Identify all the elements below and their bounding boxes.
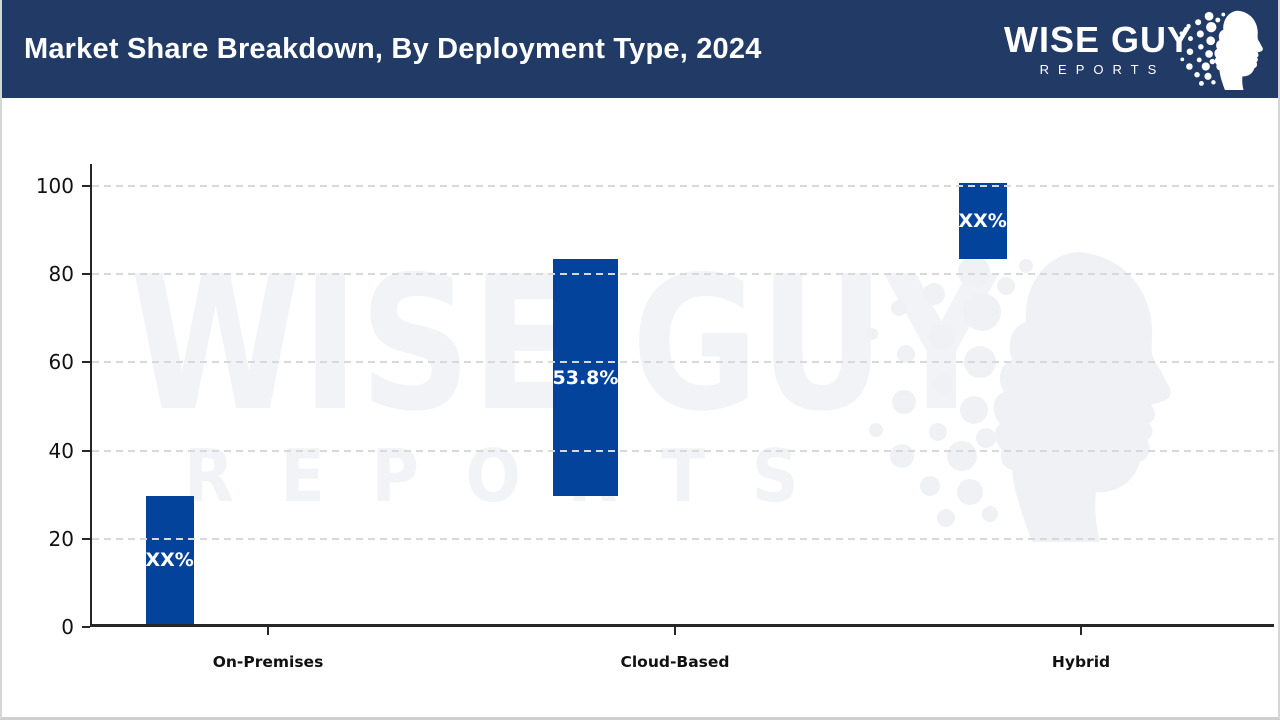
y-axis-tick-label: 0 (61, 615, 74, 639)
y-axis-tick-label: 60 (48, 350, 74, 375)
logo-head-icon (1176, 8, 1264, 90)
gridline (92, 449, 1274, 452)
x-category-label: Cloud-Based (620, 653, 730, 671)
x-category-label: On-Premises (212, 653, 324, 671)
gridline (92, 361, 1274, 364)
x-axis-tick (674, 627, 676, 635)
gridline (92, 537, 1274, 540)
logo-wordmark: WISE GUY (1003, 18, 1192, 60)
x-axis-tick (267, 627, 269, 635)
y-axis-tick (82, 273, 90, 276)
bar-segment: XX% (958, 183, 1007, 259)
bar-segment: 53.8% (552, 258, 619, 497)
plot-area: 0 20 40 60 80 100 XX% On-Premises 53.8% Cloud-Bas… (36, 164, 1274, 671)
x-axis-tick (1080, 627, 1082, 635)
bar-value-label: XX% (145, 549, 194, 572)
y-axis-tick (82, 626, 90, 628)
y-axis-tick-label: 40 (48, 438, 74, 463)
y-axis-tick-label: 100 (35, 174, 74, 199)
watermark-subtitle: REPORTS (184, 434, 846, 518)
y-axis-tick (82, 185, 90, 188)
chart-title: Market Share Breakdown, By Deployment Ty… (24, 32, 762, 65)
x-category-label: Hybrid (1051, 653, 1111, 671)
gridline (92, 273, 1274, 276)
y-axis-tick (82, 537, 90, 540)
bar-value-label: XX% (958, 209, 1007, 232)
y-axis-tick (82, 361, 90, 364)
bar-value-label: 53.8% (552, 366, 619, 389)
header-bar: Market Share Breakdown, By Deployment Ty… (2, 0, 1278, 98)
y-axis-tick (82, 449, 90, 452)
y-axis-tick-label: 20 (48, 526, 74, 551)
wise-guy-logo: WISE GUY REPORTS (1004, 8, 1264, 90)
logo-subtitle: REPORTS (1039, 61, 1166, 77)
gridline (92, 185, 1274, 188)
y-axis-tick-label: 80 (48, 262, 74, 287)
bar-segment: XX% (145, 496, 194, 624)
logo-text: WISE GUY REPORTS (1003, 18, 1192, 77)
